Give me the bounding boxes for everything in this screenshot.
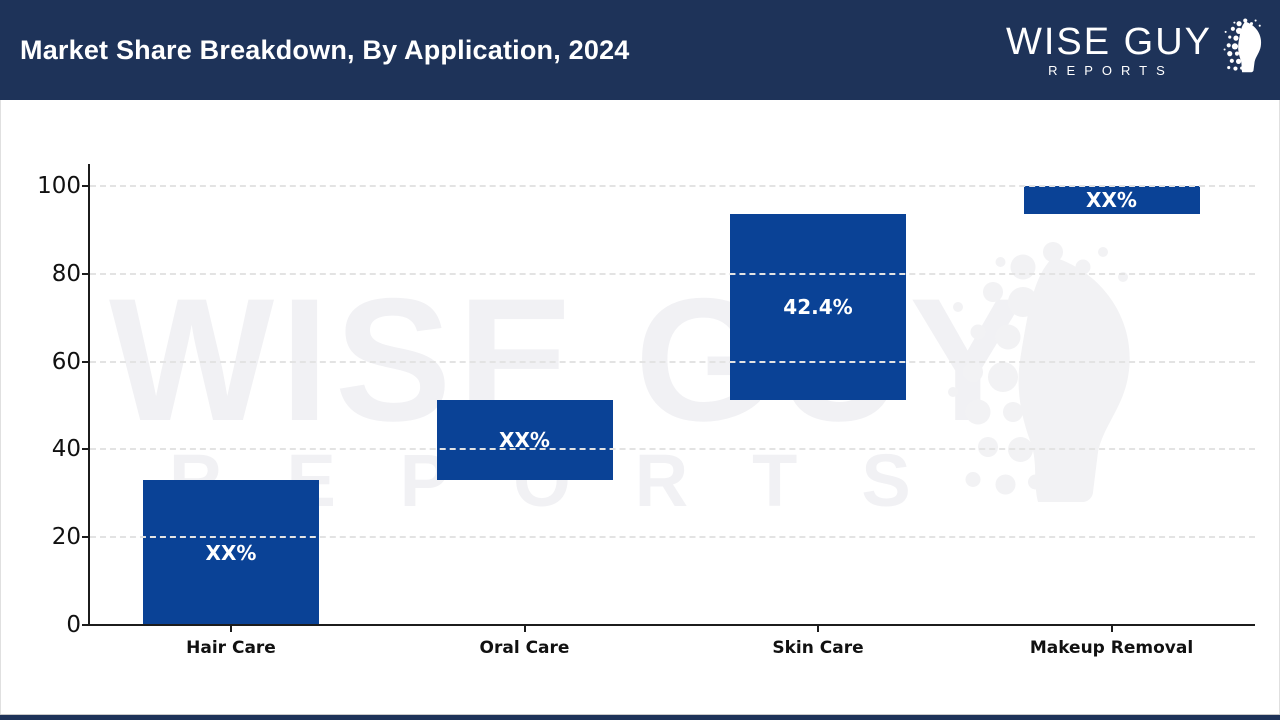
x-category-label: Skin Care [772,638,864,658]
y-tick [82,360,90,363]
y-tick-label: 60 [51,348,81,375]
y-tick [82,272,90,275]
y-tick-label: 0 [66,612,81,638]
chart-area: WISE GUY REPORTS 0 20 40 60 80 100 XX% Hair Car… [0,100,1280,714]
logo-subtitle: REPORTS [1048,62,1174,78]
bar-makeup-removal [1023,186,1200,214]
y-gridline [90,360,1255,363]
logo-wordmark: WISE GUY [1005,20,1212,63]
x-tick [230,626,232,632]
wise-guy-logo: WISE GUY REPORTS [1006,16,1280,84]
bar-value-label: XX% [1086,187,1137,212]
y-tick [82,448,90,451]
y-gridline [90,185,1255,187]
logo-head-icon [1223,18,1262,73]
header-bar: Market Share Breakdown, By Application, … [0,0,1280,100]
y-tick-label: 20 [51,524,81,551]
y-gridline [90,536,1255,539]
bar-hair-care [143,480,319,625]
bar-skin-care [730,213,906,400]
x-tick [817,626,819,632]
x-tick [1110,626,1113,632]
bar-value-label: XX% [205,540,257,565]
y-tick-label: 40 [51,436,81,463]
page-title: Market Share Breakdown, By Application, … [20,34,630,65]
y-tick [82,185,90,187]
x-axis-spine [88,624,1255,626]
x-category-label: Oral Care [479,638,570,658]
bottom-accent-bar [0,714,1280,720]
y-tick-label: 80 [51,260,81,287]
y-gridline [90,272,1255,275]
bar-value-label: 42.4% [783,294,853,319]
bar-oral-care [436,399,613,481]
y-tick-label: 100 [37,173,81,199]
bar-value-label: XX% [499,427,550,452]
x-category-label: Hair Care [186,638,276,658]
y-axis-spine [88,164,90,625]
x-category-label: Makeup Removal [1029,638,1194,658]
logo-text: WISE GUY REPORTS [1006,23,1212,78]
x-tick [523,626,526,632]
y-tick [82,536,90,539]
y-tick [82,624,90,626]
y-gridline [90,448,1255,451]
